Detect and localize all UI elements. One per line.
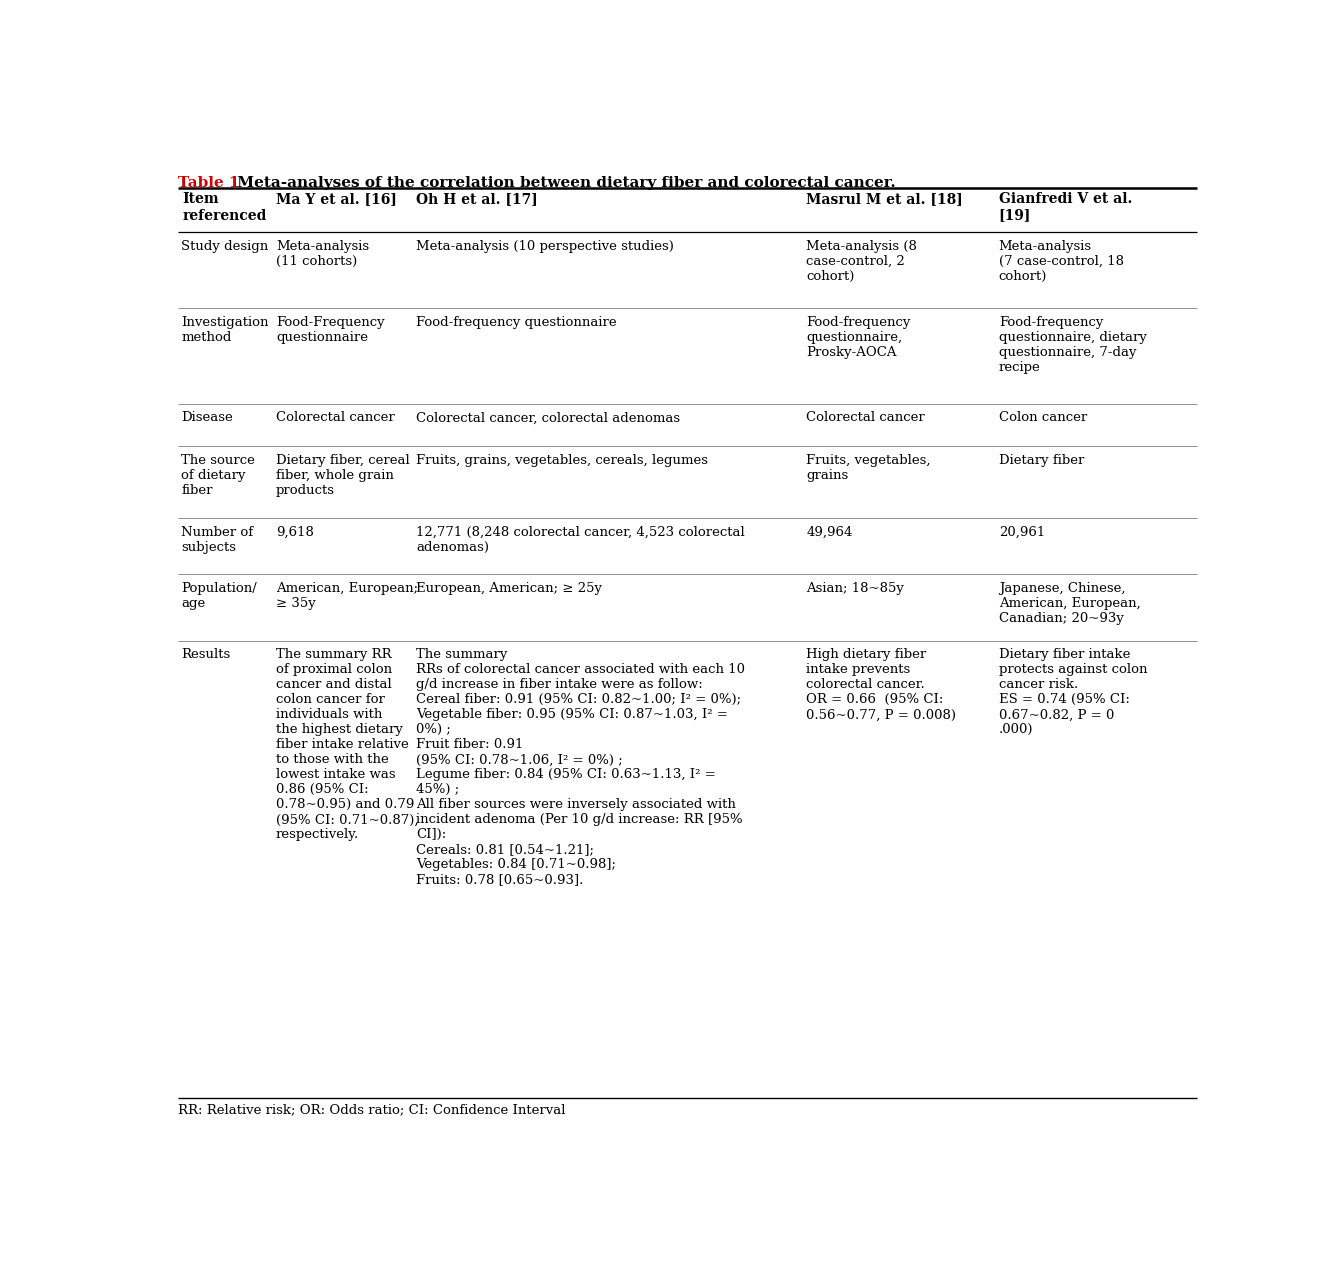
Text: American, European;
≥ 35y: American, European; ≥ 35y [276, 582, 419, 610]
Text: Japanese, Chinese,
American, European,
Canadian; 20~93y: Japanese, Chinese, American, European, C… [998, 582, 1141, 626]
Text: Meta-analysis
(7 case-control, 18
cohort): Meta-analysis (7 case-control, 18 cohort… [998, 240, 1123, 283]
Text: European, American; ≥ 25y: European, American; ≥ 25y [416, 582, 603, 595]
Text: Investigation
method: Investigation method [181, 315, 268, 344]
Text: Population/
age: Population/ age [181, 582, 258, 610]
Text: Results: Results [181, 649, 231, 662]
Text: Dietary fiber: Dietary fiber [998, 454, 1084, 467]
Text: Ma Y et al. [16]: Ma Y et al. [16] [276, 192, 397, 206]
Text: 12,771 (8,248 colorectal cancer, 4,523 colorectal
adenomas): 12,771 (8,248 colorectal cancer, 4,523 c… [416, 526, 745, 554]
Text: Gianfredi V et al.
[19]: Gianfredi V et al. [19] [998, 192, 1133, 223]
Text: Study design: Study design [181, 240, 268, 253]
Text: High dietary fiber
intake prevents
colorectal cancer.
OR = 0.66  (95% CI:
0.56~0: High dietary fiber intake prevents color… [807, 649, 957, 722]
Text: Food-frequency questionnaire: Food-frequency questionnaire [416, 315, 617, 328]
Text: 9,618: 9,618 [276, 526, 314, 538]
Text: The source
of dietary
fiber: The source of dietary fiber [181, 454, 255, 497]
Text: Colorectal cancer, colorectal adenomas: Colorectal cancer, colorectal adenomas [416, 412, 680, 424]
Text: Disease: Disease [181, 412, 234, 424]
Text: The summary
RRs of colorectal cancer associated with each 10
g/d increase in fib: The summary RRs of colorectal cancer ass… [416, 649, 745, 886]
Text: Fruits, vegetables,
grains: Fruits, vegetables, grains [807, 454, 931, 482]
Text: Fruits, grains, vegetables, cereals, legumes: Fruits, grains, vegetables, cereals, leg… [416, 454, 709, 467]
Text: Meta-analysis (8
case-control, 2
cohort): Meta-analysis (8 case-control, 2 cohort) [807, 240, 917, 283]
Text: RR: Relative risk; OR: Odds ratio; CI: Confidence Interval: RR: Relative risk; OR: Odds ratio; CI: C… [178, 1104, 565, 1117]
Text: Food-frequency
questionnaire,
Prosky-AOCA: Food-frequency questionnaire, Prosky-AOC… [807, 315, 911, 359]
Text: Item
referenced: Item referenced [183, 192, 267, 223]
Text: Dietary fiber intake
protects against colon
cancer risk.
ES = 0.74 (95% CI:
0.67: Dietary fiber intake protects against co… [998, 649, 1147, 736]
Text: Dietary fiber, cereal
fiber, whole grain
products: Dietary fiber, cereal fiber, whole grain… [276, 454, 409, 497]
Text: Colon cancer: Colon cancer [998, 412, 1087, 424]
Text: Meta-analysis
(11 cohorts): Meta-analysis (11 cohorts) [276, 240, 369, 268]
Text: Meta-analysis (10 perspective studies): Meta-analysis (10 perspective studies) [416, 240, 674, 253]
Text: 49,964: 49,964 [807, 526, 852, 538]
Text: Oh H et al. [17]: Oh H et al. [17] [416, 192, 538, 206]
Text: Meta-analyses of the correlation between dietary fiber and colorectal cancer.: Meta-analyses of the correlation between… [232, 176, 896, 190]
Text: 20,961: 20,961 [998, 526, 1045, 538]
Text: The summary RR
of proximal colon
cancer and distal
colon cancer for
individuals : The summary RR of proximal colon cancer … [276, 649, 419, 841]
Text: Masrul M et al. [18]: Masrul M et al. [18] [807, 192, 964, 206]
Text: Food-Frequency
questionnaire: Food-Frequency questionnaire [276, 315, 385, 344]
Text: Asian; 18~85y: Asian; 18~85y [807, 582, 905, 595]
Text: Food-frequency
questionnaire, dietary
questionnaire, 7-day
recipe: Food-frequency questionnaire, dietary qu… [998, 315, 1146, 374]
Text: Colorectal cancer: Colorectal cancer [807, 412, 925, 424]
Text: Number of
subjects: Number of subjects [181, 526, 254, 554]
Text: Colorectal cancer: Colorectal cancer [276, 412, 395, 424]
Text: Table 1: Table 1 [178, 176, 240, 190]
